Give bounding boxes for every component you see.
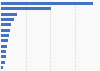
- Bar: [1, 23, 11, 26]
- Bar: [1, 18, 14, 21]
- Bar: [1, 61, 5, 64]
- Bar: [1, 7, 51, 10]
- Bar: [1, 39, 8, 42]
- Bar: [1, 13, 17, 16]
- Bar: [1, 66, 3, 69]
- Bar: [1, 29, 10, 32]
- Bar: [1, 45, 7, 48]
- Bar: [1, 55, 6, 58]
- Bar: [1, 50, 6, 53]
- Bar: [1, 34, 9, 37]
- Bar: [1, 2, 93, 5]
